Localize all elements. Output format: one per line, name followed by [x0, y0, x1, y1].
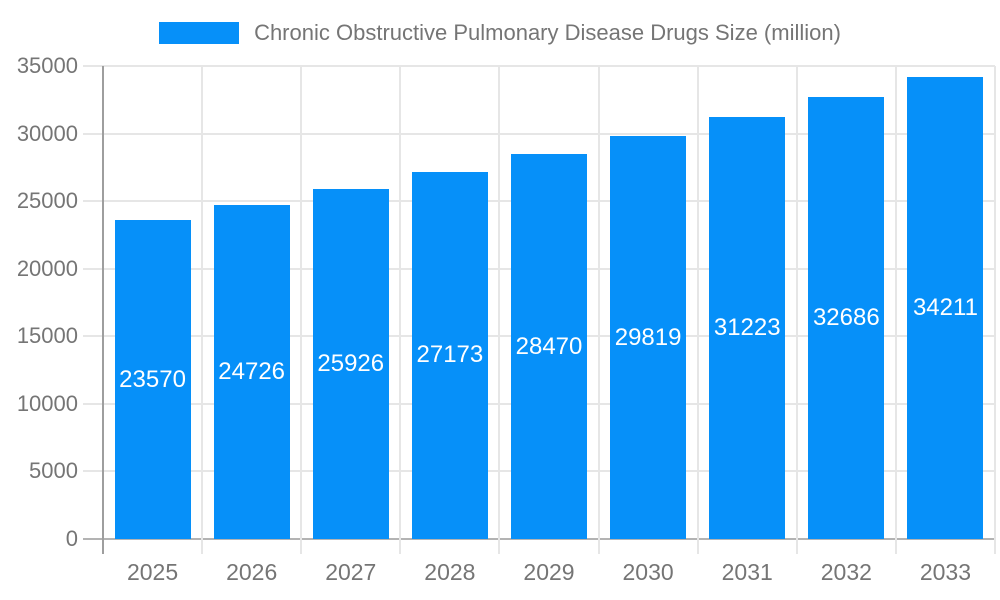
x-tick-label: 2030 [622, 559, 674, 585]
x-tick-label: 2029 [523, 559, 575, 585]
x-axis-baseline [83, 538, 995, 540]
legend-label: Chronic Obstructive Pulmonary Disease Dr… [254, 20, 841, 45]
y-tick-label: 25000 [16, 188, 78, 214]
y-tick-label: 0 [65, 526, 78, 551]
bar-value-label: 25926 [317, 349, 385, 377]
bar-value-label: 31223 [713, 314, 781, 341]
y-tick-label: 10000 [16, 390, 78, 416]
bar-2030[interactable]: 29819 [610, 136, 687, 539]
bar-value-label: 34211 [912, 293, 978, 321]
h-gridline [83, 65, 995, 67]
v-gridline [894, 66, 897, 554]
bar-2025[interactable]: 23570 [114, 220, 191, 539]
x-tick-label: 2031 [721, 559, 773, 585]
y-tick-label: 30000 [16, 120, 78, 146]
bar-2026[interactable]: 24726 [213, 204, 290, 539]
v-gridline [201, 66, 204, 554]
bar-2028[interactable]: 27173 [411, 171, 488, 539]
x-tick-label: 2027 [325, 559, 377, 585]
bar-2027[interactable]: 25926 [312, 188, 389, 539]
v-gridline [994, 66, 996, 554]
y-tick-label: 20000 [16, 255, 78, 281]
bar-value-label: 29819 [614, 323, 682, 351]
bar-value-label: 23570 [119, 365, 186, 393]
x-tick-label: 2026 [226, 559, 278, 585]
bar-2029[interactable]: 28470 [511, 154, 587, 539]
bar-value-label: 32686 [812, 304, 880, 332]
bar-value-label: 28470 [515, 332, 583, 360]
v-gridline [399, 66, 402, 554]
bar-value-label: 27173 [416, 341, 484, 369]
bar-2031[interactable]: 31223 [709, 117, 786, 539]
bar-2032[interactable]: 32686 [808, 97, 885, 539]
v-gridline [300, 66, 303, 554]
legend-swatch-icon [159, 22, 240, 44]
v-gridline [498, 66, 501, 554]
y-axis-line [102, 66, 104, 554]
y-tick-label: 35000 [16, 53, 78, 78]
v-gridline [696, 66, 699, 554]
v-gridline [795, 66, 798, 554]
x-tick-label: 2025 [126, 559, 179, 585]
bar-value-label: 24726 [218, 357, 286, 385]
y-tick-label: 5000 [29, 458, 78, 484]
x-tick-label: 2033 [919, 559, 972, 585]
x-tick-label: 2032 [820, 559, 872, 585]
h-gridline [83, 132, 995, 135]
plot-area: 23570 24726 25926 27173 28470 29819 31223 32686… [83, 65, 996, 554]
x-tick-label: 2028 [424, 559, 476, 585]
legend[interactable]: Chronic Obstructive Pulmonary Disease Dr… [0, 18, 1000, 48]
v-gridline [597, 66, 600, 554]
bar-2033[interactable]: 34211 [907, 76, 984, 539]
y-tick-label: 15000 [16, 323, 78, 349]
